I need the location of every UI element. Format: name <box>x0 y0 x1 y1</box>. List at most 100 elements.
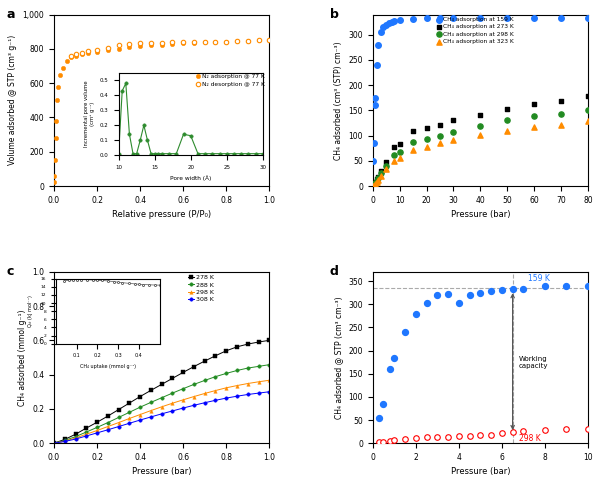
Point <box>433 292 442 300</box>
308 K <box>190 402 197 408</box>
288 K <box>223 371 230 376</box>
N₂ desorption @ 77 K <box>72 51 79 57</box>
298 K <box>266 377 273 383</box>
CH₄ adsorption at 298 K <box>372 177 382 185</box>
Point <box>518 427 528 435</box>
278 K <box>244 341 251 347</box>
CH₄ adsorption at 273 K <box>372 176 382 184</box>
278 K <box>266 337 273 343</box>
N₂ desorption @ 77 K <box>266 37 273 43</box>
Point <box>379 438 388 446</box>
Point <box>508 428 517 436</box>
288 K <box>179 386 187 392</box>
Point <box>540 426 550 434</box>
CH₄ adsorption at 159 K <box>370 101 380 109</box>
308 K <box>223 395 230 401</box>
N₂ adsorption @ 77 K <box>233 38 241 44</box>
CH₄ adsorption at 323 K <box>382 166 391 173</box>
Point <box>385 437 395 445</box>
Line: N₂ desorption @ 77 K: N₂ desorption @ 77 K <box>69 38 272 58</box>
CH₄ adsorption at 273 K <box>583 93 593 100</box>
CH₄ adsorption at 298 K <box>556 110 566 118</box>
CH₄ adsorption at 298 K <box>369 181 379 189</box>
Legend: N₂ adsorption @ 77 K, N₂ desorption @ 77 K: N₂ adsorption @ 77 K, N₂ desorption @ 77… <box>194 72 266 89</box>
308 K <box>233 393 241 399</box>
278 K <box>233 344 241 350</box>
N₂ adsorption @ 77 K <box>244 38 251 44</box>
Y-axis label: CH₄ adsorbed @ STP (cm³ cm⁻³): CH₄ adsorbed @ STP (cm³ cm⁻³) <box>334 296 343 419</box>
CH₄ adsorption at 159 K <box>384 19 394 27</box>
CH₄ adsorption at 159 K <box>395 16 404 23</box>
CH₄ adsorption at 323 K <box>529 123 539 131</box>
CH₄ adsorption at 323 K <box>422 143 431 151</box>
CH₄ adsorption at 273 K <box>556 97 566 105</box>
CH₄ adsorption at 298 K <box>376 169 386 177</box>
Point <box>583 425 593 433</box>
CH₄ adsorption at 273 K <box>476 112 485 119</box>
CH₄ adsorption at 159 K <box>387 18 397 25</box>
298 K <box>223 385 230 391</box>
Point <box>443 291 453 299</box>
Y-axis label: CH₄ adsorbed (cm³ (STP) cm⁻³): CH₄ adsorbed (cm³ (STP) cm⁻³) <box>334 41 343 160</box>
278 K <box>158 381 165 387</box>
N₂ adsorption @ 77 K <box>190 40 197 46</box>
Line: 298 K: 298 K <box>52 378 271 445</box>
CH₄ adsorption at 298 K <box>435 131 445 139</box>
278 K <box>83 425 90 431</box>
X-axis label: Relative pressure (P/P₀): Relative pressure (P/P₀) <box>112 210 211 219</box>
Point <box>443 433 453 441</box>
N₂ desorption @ 77 K <box>244 38 251 44</box>
N₂ adsorption @ 77 K <box>57 72 64 77</box>
298 K <box>233 383 241 389</box>
308 K <box>61 438 68 444</box>
CH₄ adsorption at 159 K <box>422 14 431 22</box>
278 K <box>137 393 144 399</box>
278 K <box>50 440 58 446</box>
CH₄ adsorption at 273 K <box>408 127 418 134</box>
N₂ adsorption @ 77 K <box>64 58 71 64</box>
N₂ adsorption @ 77 K <box>126 44 133 50</box>
CH₄ adsorption at 159 K <box>389 17 399 24</box>
CH₄ adsorption at 323 K <box>502 127 512 134</box>
N₂ adsorption @ 77 K <box>53 97 61 103</box>
Point <box>385 365 395 373</box>
Point <box>583 282 593 290</box>
Point <box>476 431 485 439</box>
Point <box>487 431 496 439</box>
CH₄ adsorption at 298 K <box>583 107 593 114</box>
CH₄ adsorption at 159 K <box>583 14 593 21</box>
CH₄ adsorption at 323 K <box>449 136 458 144</box>
N₂ desorption @ 77 K <box>68 53 75 58</box>
Point <box>465 432 475 440</box>
308 K <box>94 430 101 436</box>
N₂ adsorption @ 77 K <box>147 42 154 48</box>
298 K <box>169 400 176 406</box>
CH₄ adsorption at 159 K <box>502 14 512 21</box>
CH₄ adsorption at 298 K <box>449 128 458 135</box>
CH₄ adsorption at 273 K <box>368 181 378 189</box>
CH₄ adsorption at 273 K <box>373 173 383 181</box>
CH₄ adsorption at 298 K <box>408 138 418 146</box>
Point <box>454 300 464 307</box>
N₂ desorption @ 77 K <box>233 38 241 44</box>
CH₄ adsorption at 159 K <box>373 41 383 49</box>
N₂ desorption @ 77 K <box>190 39 197 45</box>
298 K <box>61 438 68 444</box>
N₂ desorption @ 77 K <box>79 50 86 56</box>
288 K <box>201 377 208 383</box>
N₂ adsorption @ 77 K <box>115 46 122 52</box>
278 K <box>147 388 154 393</box>
288 K <box>190 381 197 387</box>
Point <box>454 432 464 440</box>
CH₄ adsorption at 298 K <box>395 149 404 156</box>
278 K <box>61 436 68 442</box>
Point <box>422 433 431 441</box>
N₂ adsorption @ 77 K <box>223 38 230 44</box>
308 K <box>244 392 251 397</box>
288 K <box>72 434 79 440</box>
298 K <box>179 397 187 403</box>
N₂ desorption @ 77 K <box>94 47 101 53</box>
CH₄ adsorption at 159 K <box>369 139 379 147</box>
N₂ adsorption @ 77 K <box>212 39 219 45</box>
N₂ desorption @ 77 K <box>255 37 262 43</box>
